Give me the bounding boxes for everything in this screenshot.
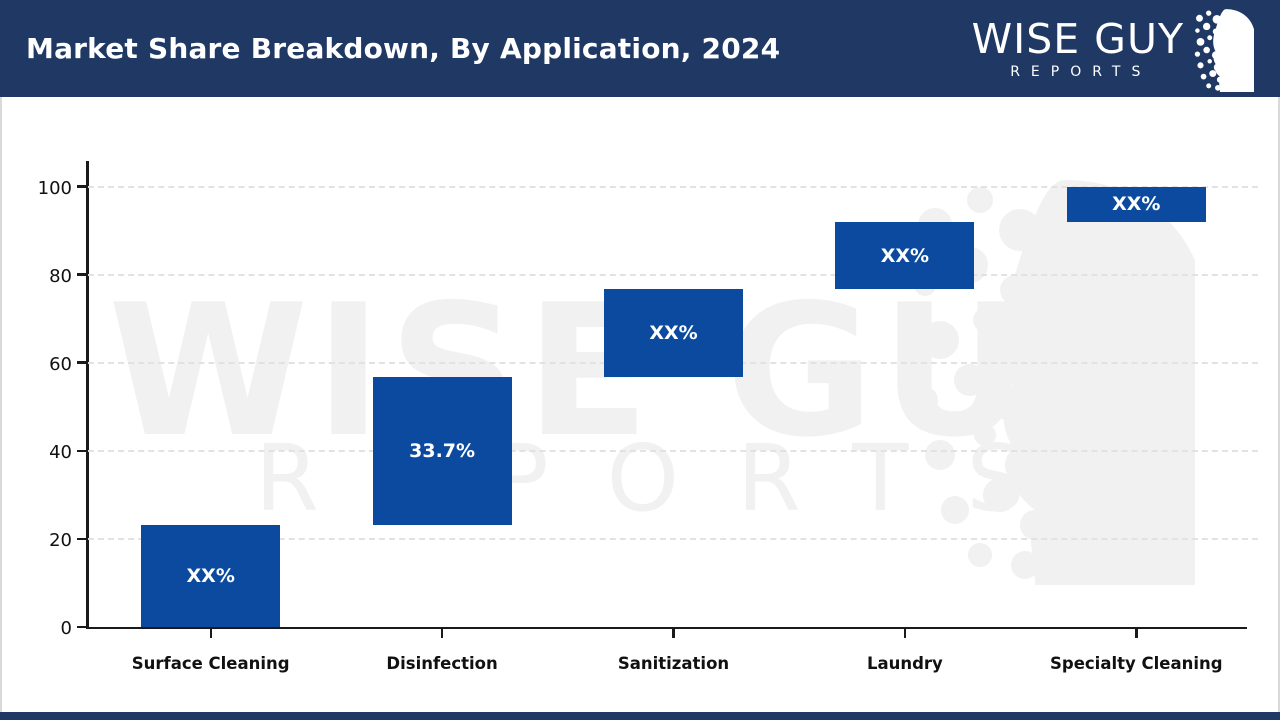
x-category-label: Disinfection bbox=[386, 654, 498, 673]
bar-value-label: XX% bbox=[649, 321, 698, 344]
y-tick-mark bbox=[77, 449, 86, 452]
y-tick-mark bbox=[77, 361, 86, 364]
waterfall-bar: XX% bbox=[835, 222, 975, 290]
gridline bbox=[88, 185, 1258, 188]
bar-value-label: 33.7% bbox=[409, 440, 476, 463]
y-tick-label: 40 bbox=[49, 441, 72, 463]
y-tick-label: 60 bbox=[49, 353, 72, 375]
y-tick-label: 100 bbox=[37, 177, 72, 199]
wise-guy-logo: WISE GUY REPORTS bbox=[972, 6, 1254, 92]
head-profile-icon bbox=[1194, 8, 1254, 92]
x-category-label: Sanitization bbox=[617, 654, 730, 673]
logo-secondary-text: REPORTS bbox=[1010, 63, 1152, 80]
y-tick-label: 20 bbox=[49, 529, 72, 551]
x-tick-mark bbox=[672, 629, 675, 638]
x-axis-line bbox=[86, 626, 1247, 630]
x-tick-mark bbox=[209, 629, 212, 638]
page-title: Market Share Breakdown, By Application, … bbox=[26, 32, 781, 65]
y-tick-label: 0 bbox=[60, 618, 72, 639]
x-tick-mark bbox=[440, 629, 444, 638]
y-tick-mark bbox=[77, 185, 86, 188]
y-tick-mark bbox=[77, 625, 86, 629]
y-tick-label: 80 bbox=[49, 265, 72, 287]
waterfall-bar: XX% bbox=[141, 525, 281, 627]
waterfall-bar: 33.7% bbox=[372, 376, 512, 526]
bar-value-label: XX% bbox=[880, 244, 930, 267]
header-band: Market Share Breakdown, By Application, … bbox=[0, 0, 1280, 97]
gridline bbox=[88, 273, 1258, 276]
bar-value-label: XX% bbox=[1112, 193, 1161, 216]
gridline bbox=[88, 449, 1258, 452]
x-category-label: Laundry bbox=[866, 654, 943, 673]
waterfall-chart: 0 20 40 60 80 100 XX% Surface Cleaning 33.7% Disi… bbox=[38, 161, 1258, 673]
y-axis-line bbox=[86, 161, 89, 629]
waterfall-bar: XX% bbox=[1066, 186, 1206, 223]
x-tick-mark bbox=[1135, 629, 1138, 638]
y-tick-mark bbox=[77, 273, 86, 276]
gridline bbox=[88, 537, 1258, 540]
waterfall-bar: XX% bbox=[604, 289, 743, 377]
x-category-label: Specialty Cleaning bbox=[1050, 654, 1223, 673]
bar-value-label: XX% bbox=[186, 565, 235, 588]
logo-primary-text: WISE GUY bbox=[971, 14, 1184, 63]
watermark-head-icon bbox=[912, 180, 1195, 585]
logo-text: WISE GUY REPORTS bbox=[971, 14, 1184, 80]
footer-band bbox=[0, 712, 1280, 720]
x-tick-mark bbox=[903, 629, 907, 638]
x-category-label: Surface Cleaning bbox=[131, 654, 290, 673]
y-tick-mark bbox=[77, 537, 86, 541]
